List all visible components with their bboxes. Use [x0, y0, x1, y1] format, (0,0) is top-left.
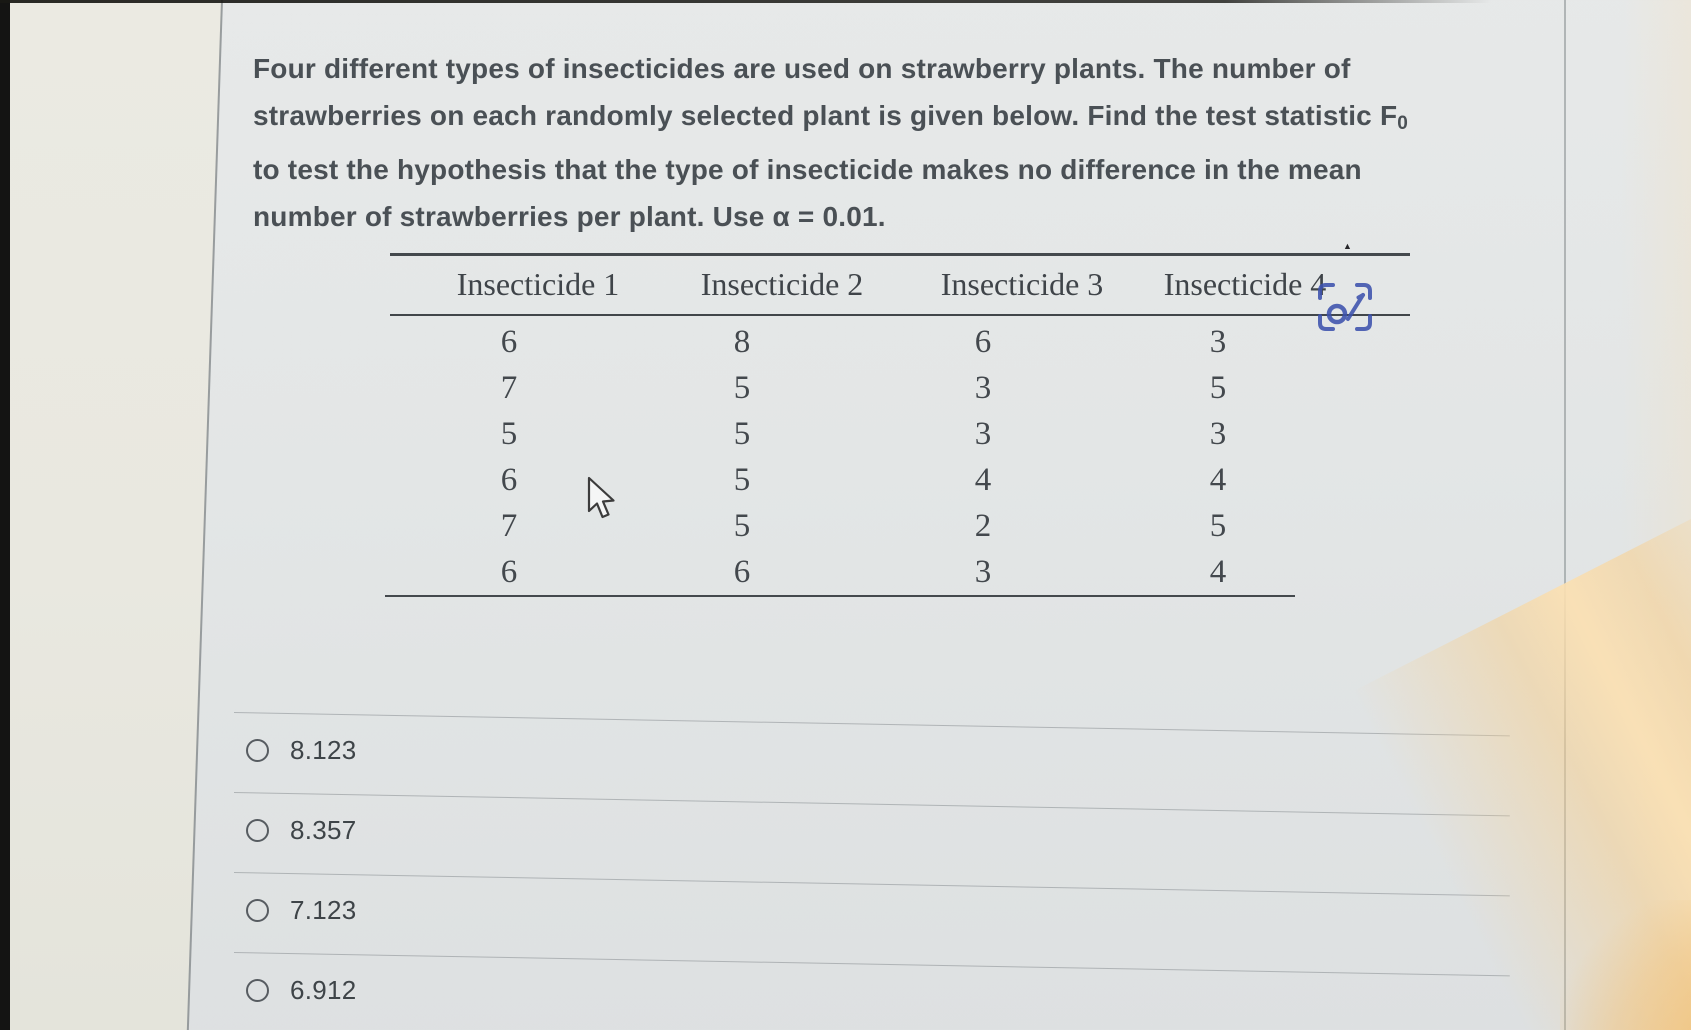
table-column-3: 6 3 3 4 2 3: [975, 319, 992, 595]
table-cell: 5: [733, 370, 751, 406]
table-cell: 3: [1209, 416, 1227, 452]
table-cell: 5: [733, 416, 751, 452]
question-text: Four different types of insecticides are…: [253, 46, 1493, 240]
answer-option-4[interactable]: 6.912: [246, 968, 357, 1012]
table-header-rule: [390, 314, 1410, 317]
option-divider: [233, 712, 1510, 737]
table-column-4: 3 5 3 4 5 4: [1210, 319, 1227, 595]
table-cell: 6: [500, 554, 518, 590]
option-divider: [233, 952, 1510, 977]
table-cell: 6: [500, 462, 518, 498]
table-cell: 7: [500, 508, 518, 544]
radio-button-unselected[interactable]: [246, 738, 269, 762]
table-cell: 7: [500, 370, 518, 406]
table-column-2: 8 5 5 5 5 6: [734, 319, 751, 595]
answer-option-label[interactable]: 7.123: [290, 894, 357, 925]
question-line-4: number of strawberries per plant. Use α …: [253, 200, 886, 232]
insecticide-data-table: ▲ Insecticide 1 Insecticide 2 Insecticid…: [385, 241, 1412, 605]
table-cell: 5: [733, 462, 751, 498]
radio-button-unselected[interactable]: [246, 978, 269, 1002]
question-line-2-text: strawberries on each randomly selected p…: [253, 99, 1380, 131]
question-line-3: to test the hypothesis that the type of …: [253, 154, 1362, 185]
question-line-2: strawberries on each randomly selected p…: [253, 93, 1493, 148]
answer-option-2[interactable]: 8.357: [246, 808, 357, 852]
table-cell: 4: [1209, 554, 1227, 590]
table-cell: 3: [974, 554, 992, 590]
f-statistic-symbol: F: [1379, 99, 1398, 131]
table-cell: 3: [974, 416, 992, 452]
table-cell: 4: [974, 462, 992, 498]
mouse-pointer-icon: [587, 476, 615, 519]
table-cell: 2: [974, 508, 992, 544]
column-header-insecticide-3: Insecticide 3: [940, 266, 1104, 302]
answer-option-label[interactable]: 8.357: [290, 814, 357, 845]
radio-button-unselected[interactable]: [246, 818, 269, 842]
table-cell: 6: [733, 554, 751, 590]
column-header-insecticide-1: Insecticide 1: [456, 266, 620, 302]
column-header-insecticide-4: Insecticide 4: [1163, 266, 1327, 302]
corner-light-glare: [1560, 900, 1691, 1030]
right-edge-glare: [1621, 0, 1691, 1030]
table-top-rule: [390, 253, 1410, 256]
table-column-1: 6 7 5 6 7 6: [501, 319, 518, 595]
blue-capture-lens-icon[interactable]: [1316, 280, 1374, 334]
tiny-caret-artifact: ▲: [1343, 241, 1352, 251]
f-statistic-subscript: 0: [1397, 112, 1409, 134]
table-cell: 6: [974, 324, 992, 360]
photo-top-edge: [0, 0, 1570, 3]
left-margin-panel: [0, 0, 222, 1030]
table-cell: 5: [1209, 508, 1227, 544]
content-right-border: [1564, 0, 1566, 1030]
answer-option-3[interactable]: 7.123: [246, 888, 357, 932]
answer-option-label[interactable]: 6.912: [290, 974, 357, 1005]
table-cell: 5: [500, 416, 518, 452]
option-divider: [233, 792, 1510, 817]
answer-option-1[interactable]: 8.123: [246, 728, 357, 772]
radio-button-unselected[interactable]: [246, 898, 269, 922]
photo-left-edge: [0, 0, 10, 1030]
option-divider: [233, 872, 1510, 897]
column-header-insecticide-2: Insecticide 2: [700, 266, 864, 302]
table-cell: 5: [1209, 370, 1227, 406]
table-cell: 3: [1209, 324, 1227, 360]
question-line-1: Four different types of insecticides are…: [253, 53, 1351, 84]
table-cell: 3: [974, 370, 992, 406]
table-cell: 8: [733, 324, 751, 360]
table-bottom-rule: [385, 595, 1295, 598]
table-cell: 6: [500, 324, 518, 360]
answer-option-label[interactable]: 8.123: [290, 734, 357, 765]
table-cell: 4: [1209, 462, 1227, 498]
table-cell: 5: [733, 508, 751, 544]
